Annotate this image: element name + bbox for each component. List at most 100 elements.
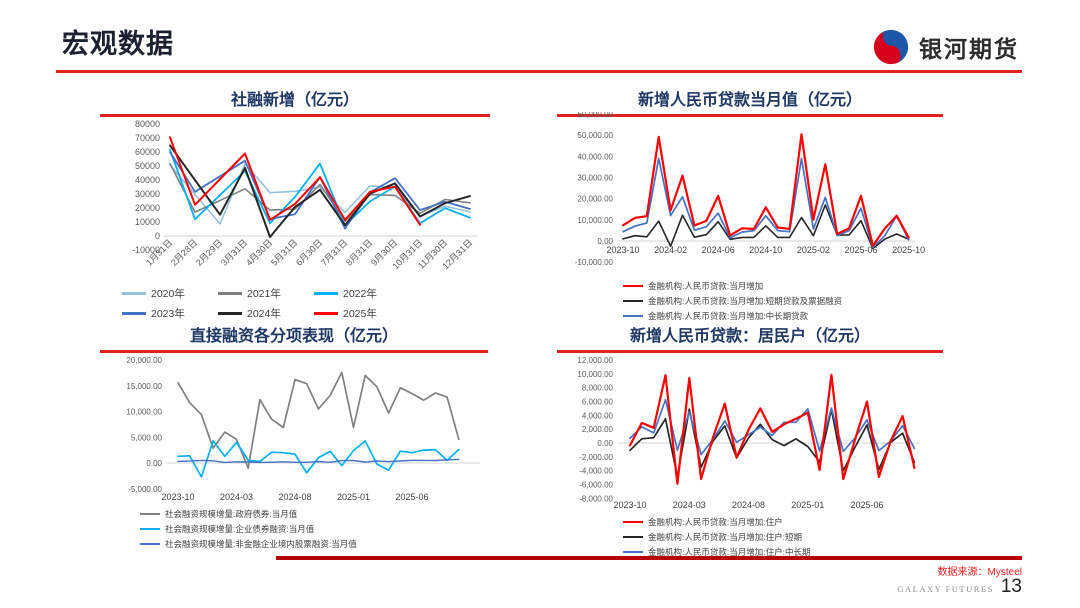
svg-text:2025-01: 2025-01 — [791, 500, 824, 510]
line-chart-social-financing: 80000 70000 60000 50000 40000 30000 20000 10000… — [132, 119, 478, 271]
svg-text:2024-06: 2024-06 — [702, 245, 735, 255]
svg-text:2023-10: 2023-10 — [606, 245, 639, 255]
chart-legend: 金融机构:人民币贷款:当月增加金融机构:人民币贷款:当月增加:短期贷款及票据融资… — [623, 280, 842, 322]
legend-line-swatch — [122, 312, 146, 315]
svg-text:30000: 30000 — [135, 189, 160, 199]
svg-text:-2,000.00: -2,000.00 — [579, 453, 613, 462]
legend-line-swatch — [623, 535, 643, 539]
chart-legend: 2020年 2021年 2022年 2023年 2024年 2025年 — [122, 286, 410, 321]
svg-text:-4,000.00: -4,000.00 — [579, 467, 613, 476]
svg-text:6,000.00: 6,000.00 — [582, 398, 614, 407]
svg-text:2024-08: 2024-08 — [732, 500, 765, 510]
legend-item: 2022年 — [314, 286, 410, 301]
legend-line-swatch — [623, 314, 643, 318]
legend-item: 金融机构:人民币贷款:当月增加:短期贷款及票据融资 — [623, 295, 842, 307]
svg-text:60000: 60000 — [135, 147, 160, 157]
legend-label: 金融机构:人民币贷款:当月增加:住户 — [648, 517, 783, 527]
svg-text:20,000.00: 20,000.00 — [577, 195, 613, 204]
svg-text:2024-02: 2024-02 — [654, 245, 687, 255]
svg-text:0.00: 0.00 — [146, 459, 162, 468]
svg-text:60,000.00: 60,000.00 — [577, 112, 613, 119]
legend-item: 金融机构:人民币贷款:当月增加 — [623, 280, 842, 292]
svg-text:40000: 40000 — [135, 175, 160, 185]
svg-text:2024-10: 2024-10 — [749, 245, 782, 255]
legend-line-swatch — [314, 292, 338, 295]
svg-text:12,000.00: 12,000.00 — [577, 356, 613, 365]
svg-text:50,000.00: 50,000.00 — [577, 131, 613, 140]
legend-label: 社会融资规模增量:企业债券融资:当月值 — [165, 524, 315, 534]
legend-label: 金融机构:人民币贷款:当月增加:短期贷款及票据融资 — [648, 296, 843, 306]
legend-item: 社会融资规模增量:企业债券融资:当月值 — [140, 523, 357, 535]
legend-item: 金融机构:人民币贷款:当月增加:住户:中长期 — [623, 546, 810, 558]
svg-text:15,000.00: 15,000.00 — [126, 382, 162, 391]
chart-title: 社融新增（亿元） — [100, 86, 490, 117]
svg-text:2024-03: 2024-03 — [220, 492, 253, 502]
legend-line-swatch — [623, 299, 643, 303]
legend-line-swatch — [140, 542, 160, 546]
svg-text:4,000.00: 4,000.00 — [582, 411, 614, 420]
svg-text:40,000.00: 40,000.00 — [577, 152, 613, 161]
svg-text:4月30日: 4月30日 — [244, 237, 274, 267]
legend-label: 2025年 — [343, 308, 377, 320]
legend-label: 社会融资规模增量:非金融企业境内股票融资:当月值 — [165, 539, 357, 549]
legend-item: 2024年 — [218, 306, 314, 321]
svg-text:2023-10: 2023-10 — [613, 500, 646, 510]
svg-text:2023-10: 2023-10 — [161, 492, 194, 502]
line-chart-new-rmb-loans: 60,000.00 50,000.00 40,000.00 30,000.00 20,0… — [575, 112, 925, 267]
svg-text:-10000: -10000 — [132, 245, 160, 255]
svg-text:2025-06: 2025-06 — [844, 245, 877, 255]
svg-text:2月29日: 2月29日 — [194, 237, 224, 267]
footer-brand: GALAXY FUTURES — [897, 584, 994, 594]
brand-name: 银河期货 — [919, 36, 1019, 62]
svg-text:10,000.00: 10,000.00 — [126, 408, 162, 417]
svg-text:7月31日: 7月31日 — [319, 237, 349, 267]
chart-legend: 金融机构:人民币贷款:当月增加:住户金融机构:人民币贷款:当月增加:住户:短期金… — [623, 516, 810, 558]
legend-label: 金融机构:人民币贷款:当月增加:中长期贷款 — [648, 311, 809, 321]
chart-panel-direct-financing: 直接融资各分项表现（亿元） 20,000.00 15,000.00 10,000.0… — [60, 320, 540, 557]
svg-text:6月30日: 6月30日 — [294, 237, 324, 267]
svg-text:0: 0 — [155, 231, 160, 241]
chart-title: 直接融资各分项表现（亿元） — [100, 322, 488, 353]
svg-text:2025-06: 2025-06 — [850, 500, 883, 510]
chart-title: 新增人民币贷款当月值（亿元） — [557, 86, 943, 117]
svg-text:2025-10: 2025-10 — [892, 245, 925, 255]
svg-text:80000: 80000 — [135, 119, 160, 129]
svg-text:10,000.00: 10,000.00 — [577, 216, 613, 225]
legend-line-swatch — [314, 312, 338, 315]
svg-text:-5,000.00: -5,000.00 — [128, 485, 162, 494]
svg-text:-10,000.00: -10,000.00 — [575, 258, 614, 267]
line-chart-direct-financing: 20,000.00 15,000.00 10,000.00 5,000.00 0.00 -… — [126, 356, 480, 502]
legend-label: 2022年 — [343, 288, 377, 300]
footer-brand-row: GALAXY FUTURES 13 — [897, 576, 1022, 598]
legend-item: 金融机构:人民币贷款:当月增加:中长期贷款 — [623, 310, 842, 322]
svg-text:-8,000.00: -8,000.00 — [579, 494, 613, 503]
svg-text:5,000.00: 5,000.00 — [131, 433, 163, 442]
legend-item: 2023年 — [122, 306, 218, 321]
svg-text:0.00: 0.00 — [597, 237, 613, 246]
svg-text:2025-02: 2025-02 — [797, 245, 830, 255]
legend-label: 2023年 — [151, 308, 185, 320]
svg-text:30,000.00: 30,000.00 — [577, 174, 613, 183]
legend-item: 金融机构:人民币贷款:当月增加:住户 — [623, 516, 810, 528]
svg-text:0.00: 0.00 — [597, 439, 613, 448]
svg-text:10000: 10000 — [135, 217, 160, 227]
svg-text:10,000.00: 10,000.00 — [577, 370, 613, 379]
page-number: 13 — [1000, 576, 1022, 597]
chart-title: 新增人民币贷款：居民户（亿元） — [557, 322, 943, 353]
chart-panel-new-rmb-loans: 新增人民币贷款当月值（亿元） 60,000.00 50,000.00 40,000.… — [555, 84, 1035, 321]
svg-text:20,000.00: 20,000.00 — [126, 356, 162, 365]
line-chart-household-loans: 12,000.00 10,000.00 8,000.00 6,000.00 4,000.… — [577, 356, 920, 510]
chart-legend: 社会融资规模增量:政府债券:当月值社会融资规模增量:企业债券融资:当月值社会融资… — [140, 508, 357, 550]
galaxy-futures-logo-icon — [873, 29, 909, 65]
legend-item: 社会融资规模增量:政府债券:当月值 — [140, 508, 357, 520]
chart-panel-social-financing: 社融新增（亿元） 80000 70000 60000 50000 40000 30000 2… — [60, 84, 540, 321]
legend-line-swatch — [140, 512, 160, 516]
legend-label: 2021年 — [247, 288, 281, 300]
legend-item: 金融机构:人民币贷款:当月增加:住户:短期 — [623, 531, 810, 543]
legend-item: 2025年 — [314, 306, 410, 321]
legend-label: 金融机构:人民币贷款:当月增加 — [648, 281, 764, 291]
legend-line-swatch — [122, 292, 146, 295]
legend-line-swatch — [140, 527, 160, 531]
brand-logo: 银河期货 — [872, 28, 1019, 66]
